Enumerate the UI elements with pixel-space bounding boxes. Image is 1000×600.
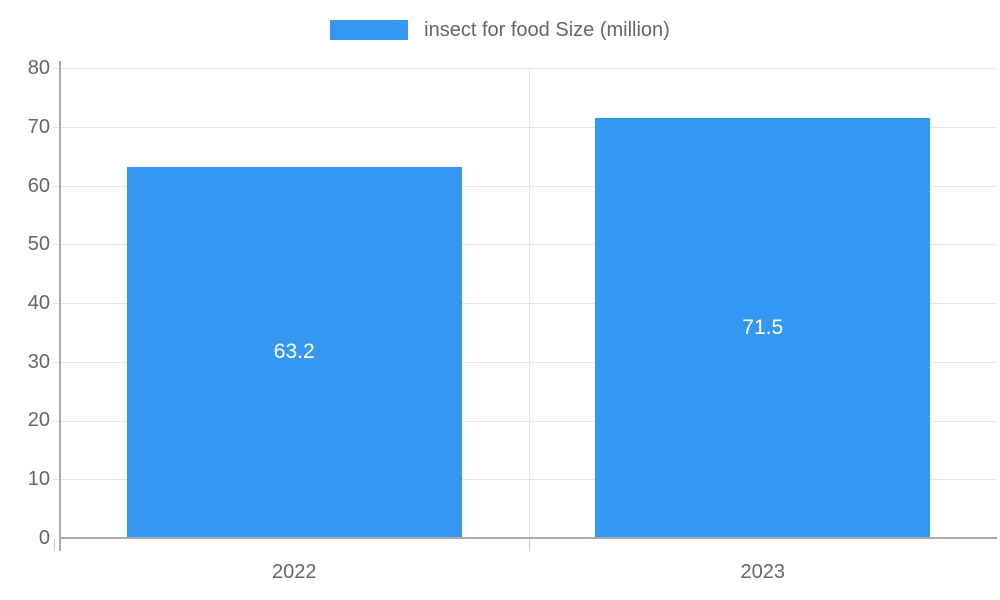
x-axis-label-2022: 2022 <box>271 561 317 583</box>
y-tick-mark-20 <box>52 421 60 422</box>
plot-area: 63.2 71.5 <box>60 68 997 538</box>
y-tick-mark-70 <box>52 127 60 128</box>
y-tick-mark-60 <box>52 186 60 187</box>
y-axis-tick-0: 0 <box>38 527 50 549</box>
y-axis-line <box>59 61 61 551</box>
y-axis-tick-40: 40 <box>27 292 50 314</box>
y-axis-tick-30: 30 <box>27 351 50 373</box>
y-axis-tick-20: 20 <box>27 409 50 431</box>
y-axis-tick-70: 70 <box>27 116 50 138</box>
x-axis-category-tick-mark <box>528 539 530 551</box>
bar-value-label-2023: 71.5 <box>742 315 784 339</box>
y-tick-mark-40 <box>52 303 60 304</box>
y-axis-tick-10: 10 <box>27 468 50 490</box>
x-axis-origin-tick-mark <box>54 539 55 551</box>
y-axis-tick-60: 60 <box>27 175 50 197</box>
y-axis-tick-80: 80 <box>27 57 50 79</box>
legend-item-insect-for-food-size[interactable]: insect for food Size (million) <box>330 20 670 40</box>
x-axis-label-2023: 2023 <box>740 561 785 583</box>
y-tick-mark-10 <box>52 479 60 480</box>
y-tick-mark-80 <box>52 68 60 69</box>
y-tick-mark-30 <box>52 362 60 363</box>
chart-legend: insect for food Size (million) <box>0 14 1000 46</box>
bar-2022[interactable] <box>126 166 462 538</box>
y-tick-mark-50 <box>52 244 60 245</box>
x-axis-line <box>60 537 997 539</box>
y-axis-tick-50: 50 <box>27 233 50 255</box>
legend-item-label: insect for food Size (million) <box>424 19 670 41</box>
category-divider-gridline <box>528 68 530 538</box>
bar-value-label-2022: 63.2 <box>273 340 315 364</box>
legend-color-swatch-icon <box>330 20 409 40</box>
bar-2023[interactable] <box>595 117 931 538</box>
